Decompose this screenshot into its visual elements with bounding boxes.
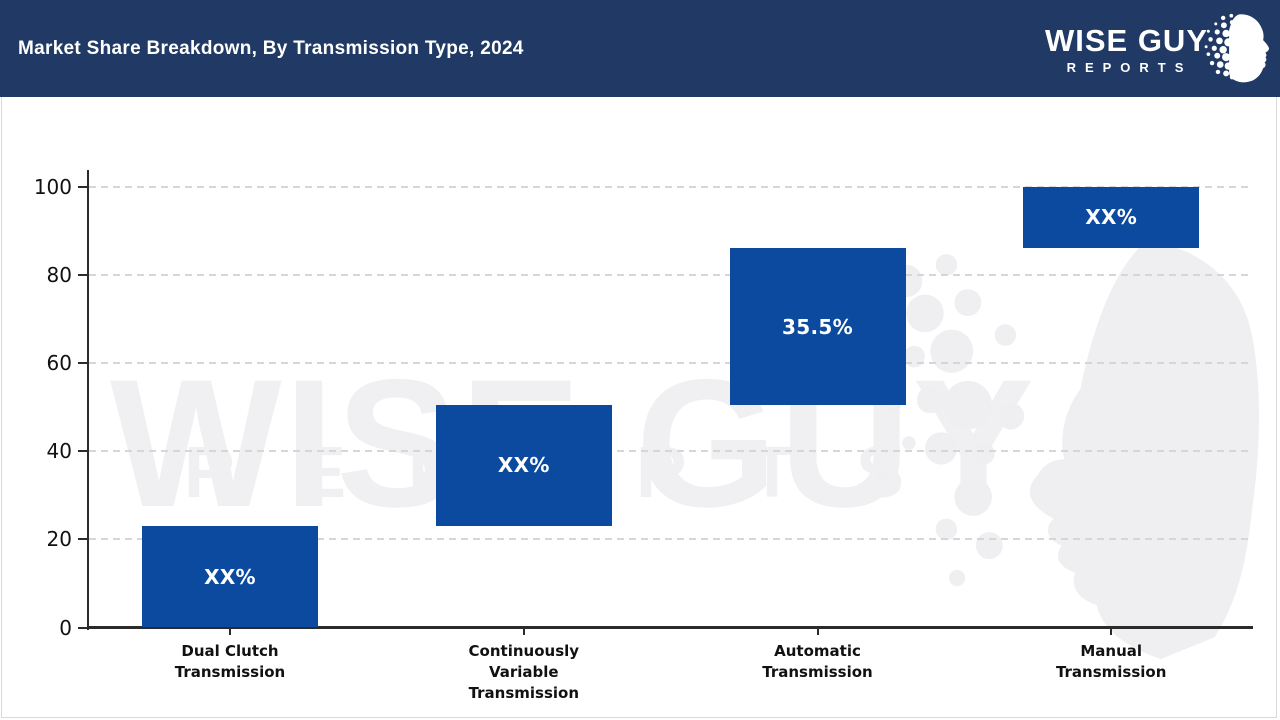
x-tick-mark bbox=[816, 629, 819, 635]
y-tick-mark bbox=[78, 185, 87, 188]
logo-wordmark-block: WISE GUY REPORTS bbox=[1045, 23, 1208, 75]
bar-value-label: XX% bbox=[1085, 205, 1138, 230]
bar-segment: XX% bbox=[435, 404, 612, 527]
gridline-80 bbox=[89, 273, 1253, 276]
bar-value-label: 35.5% bbox=[782, 314, 853, 339]
bar-segment: XX% bbox=[1023, 186, 1200, 249]
x-category-label: Continuously Variable Transmission bbox=[468, 642, 580, 702]
y-tick-label: 20 bbox=[46, 527, 72, 552]
x-category-label: Dual Clutch Transmission bbox=[174, 642, 286, 681]
x-tick-mark bbox=[522, 629, 525, 635]
bar-value-label: XX% bbox=[497, 453, 550, 478]
y-axis-line bbox=[87, 170, 89, 630]
x-category-label: Automatic Transmission bbox=[762, 642, 873, 681]
y-tick-label: 0 bbox=[59, 615, 72, 640]
wise-guy-logo: WISE GUY REPORTS bbox=[1045, 4, 1272, 94]
y-tick-label: 80 bbox=[46, 262, 72, 287]
bar-segment: XX% bbox=[142, 526, 318, 628]
y-tick-mark bbox=[78, 361, 87, 364]
y-tick-label: 40 bbox=[46, 439, 72, 464]
y-tick-mark bbox=[78, 626, 87, 629]
bar-value-label: XX% bbox=[204, 564, 256, 589]
chart-title: Market Share Breakdown, By Transmission … bbox=[18, 37, 524, 59]
logo-head-icon bbox=[1204, 13, 1270, 83]
x-tick-mark bbox=[229, 629, 231, 635]
y-tick-mark bbox=[78, 538, 87, 541]
gridline-40 bbox=[89, 450, 1253, 453]
gridline-100 bbox=[89, 185, 1253, 188]
logo-wordmark: WISE GUY bbox=[1044, 23, 1208, 58]
y-tick-mark bbox=[78, 450, 87, 453]
y-tick-label: 100 bbox=[33, 174, 72, 199]
x-tick-mark bbox=[1110, 629, 1113, 635]
gridline-20 bbox=[89, 538, 1253, 541]
x-category-label: Manual Transmission bbox=[1055, 642, 1167, 681]
header-bar: Market Share Breakdown, By Transmission … bbox=[0, 0, 1280, 97]
y-tick-label: 60 bbox=[46, 350, 72, 375]
bar-segment: 35.5% bbox=[729, 248, 906, 405]
x-axis-line bbox=[87, 626, 1253, 629]
logo-subtitle: REPORTS bbox=[1066, 60, 1193, 75]
y-tick-mark bbox=[78, 273, 87, 276]
chart-canvas-border bbox=[1, 97, 1277, 718]
gridline-60 bbox=[89, 361, 1253, 364]
